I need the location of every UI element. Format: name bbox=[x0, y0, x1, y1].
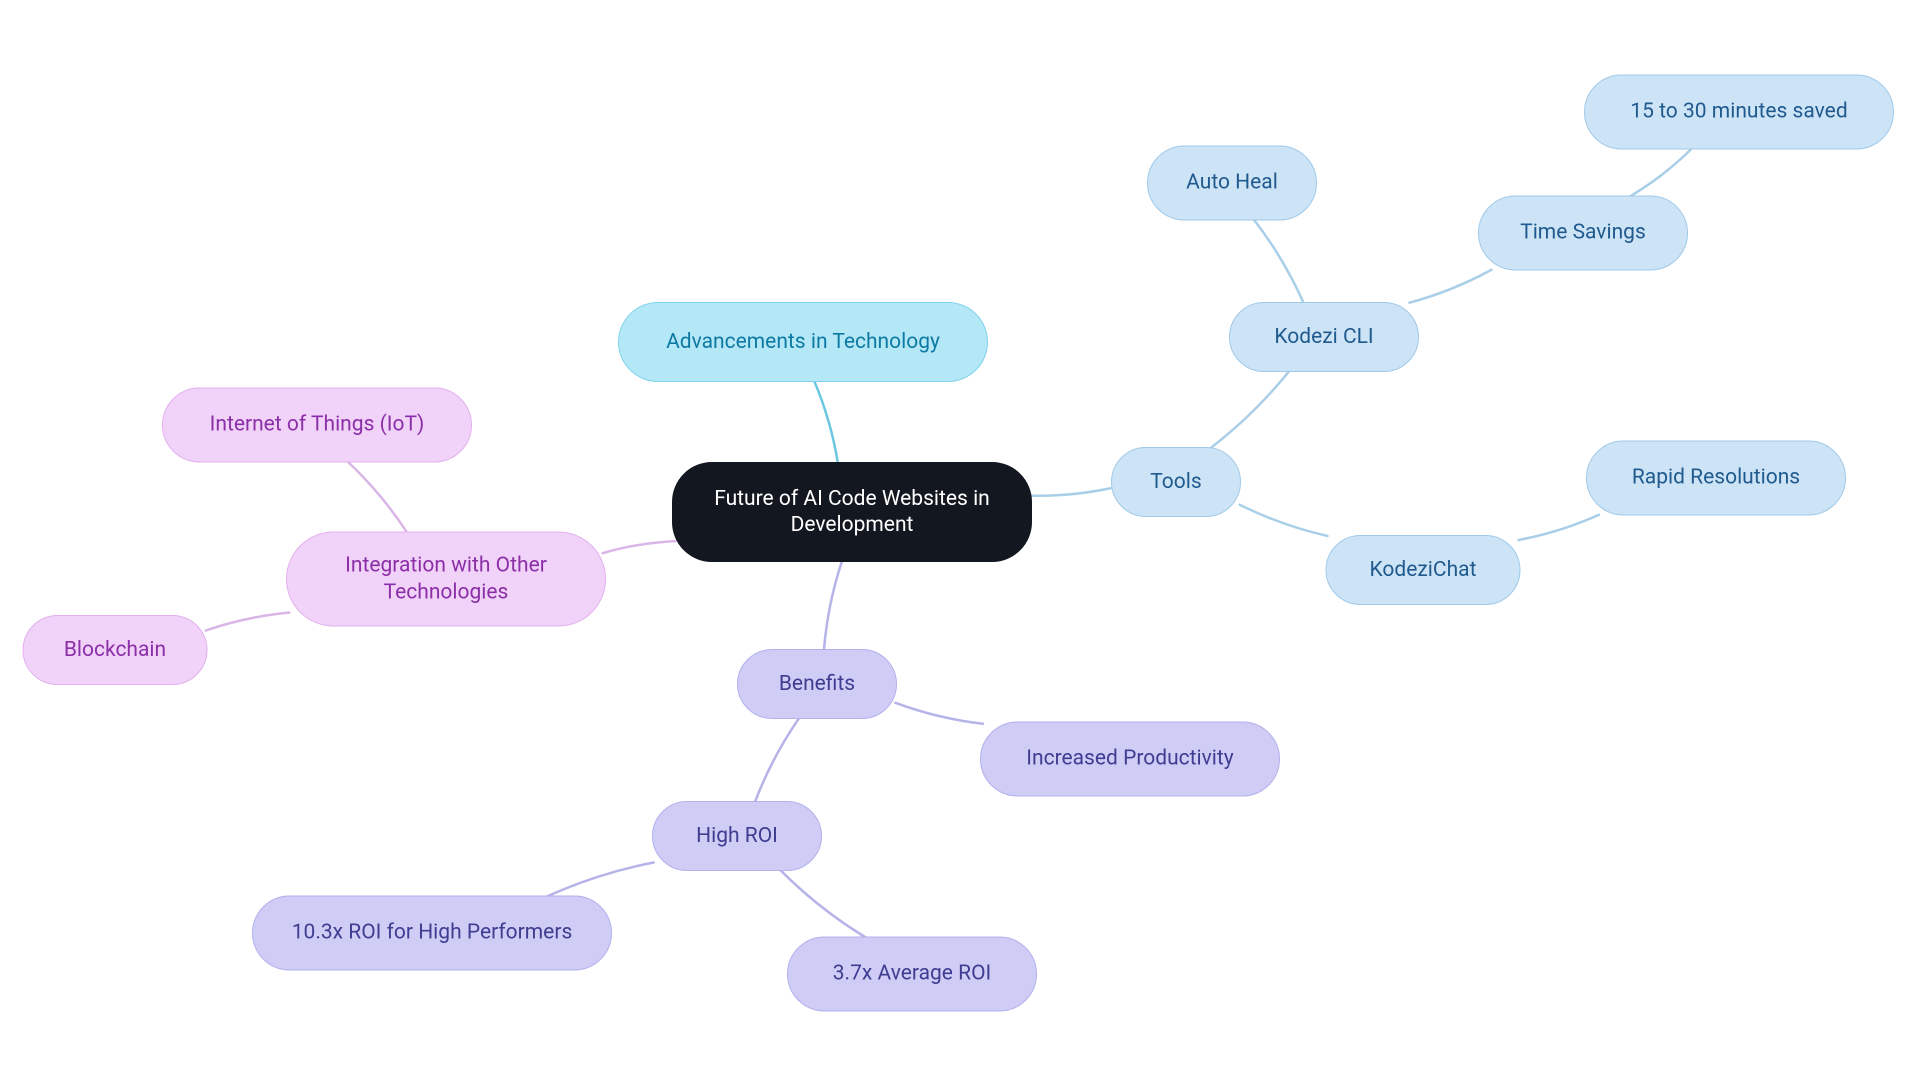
edge bbox=[1519, 515, 1599, 540]
edge bbox=[603, 541, 676, 553]
node-kchat: KodeziChat bbox=[1326, 535, 1521, 605]
node-label: Integration with Other Technologies bbox=[345, 553, 547, 606]
node-label: 15 to 30 minutes saved bbox=[1630, 99, 1847, 125]
edge bbox=[824, 561, 842, 650]
node-label: Time Savings bbox=[1520, 220, 1646, 246]
node-label: 3.7x Average ROI bbox=[833, 961, 992, 987]
node-blockchain: Blockchain bbox=[23, 615, 208, 685]
node-label: High ROI bbox=[696, 823, 778, 849]
node-label: Benefits bbox=[779, 671, 855, 697]
node-iot: Internet of Things (IoT) bbox=[162, 388, 472, 463]
edge bbox=[780, 870, 865, 937]
node-label: Advancements in Technology bbox=[666, 329, 940, 355]
mindmap-canvas: Future of AI Code Websites in Developmen… bbox=[0, 0, 1920, 1083]
edge bbox=[1409, 270, 1491, 303]
node-label: Rapid Resolutions bbox=[1632, 465, 1800, 491]
node-adv: Advancements in Technology bbox=[618, 302, 988, 382]
edge bbox=[1028, 488, 1112, 496]
node-prod: Increased Productivity bbox=[980, 722, 1280, 797]
edge bbox=[348, 462, 407, 533]
node-benefits: Benefits bbox=[737, 649, 897, 719]
node-label: Tools bbox=[1150, 469, 1201, 495]
edge bbox=[895, 703, 983, 724]
node-label: Internet of Things (IoT) bbox=[210, 412, 425, 438]
edge bbox=[814, 381, 838, 463]
node-label: Auto Heal bbox=[1186, 170, 1278, 196]
node-roi37: 3.7x Average ROI bbox=[787, 937, 1037, 1012]
node-label: Kodezi CLI bbox=[1274, 324, 1373, 350]
node-label: Increased Productivity bbox=[1026, 746, 1233, 772]
node-integ: Integration with Other Technologies bbox=[286, 532, 606, 627]
node-timesave: Time Savings bbox=[1478, 196, 1688, 271]
node-roi103: 10.3x ROI for High Performers bbox=[252, 896, 612, 971]
node-label: Blockchain bbox=[64, 637, 166, 663]
node-root: Future of AI Code Websites in Developmen… bbox=[672, 462, 1032, 562]
edge bbox=[1254, 220, 1304, 303]
node-mins: 15 to 30 minutes saved bbox=[1584, 75, 1894, 150]
node-label: KodeziChat bbox=[1370, 557, 1477, 583]
edge bbox=[1630, 149, 1691, 197]
edge bbox=[1240, 505, 1328, 536]
edge bbox=[206, 613, 290, 631]
node-roi: High ROI bbox=[652, 801, 822, 871]
node-label: Future of AI Code Websites in Developmen… bbox=[714, 486, 990, 539]
node-label: 10.3x ROI for High Performers bbox=[292, 920, 573, 946]
node-tools: Tools bbox=[1111, 447, 1241, 517]
node-autoheal: Auto Heal bbox=[1147, 146, 1317, 221]
node-rapid: Rapid Resolutions bbox=[1586, 441, 1846, 516]
edge bbox=[548, 862, 654, 896]
edge bbox=[1211, 371, 1289, 447]
node-cli: Kodezi CLI bbox=[1229, 302, 1419, 372]
edge bbox=[755, 718, 799, 801]
